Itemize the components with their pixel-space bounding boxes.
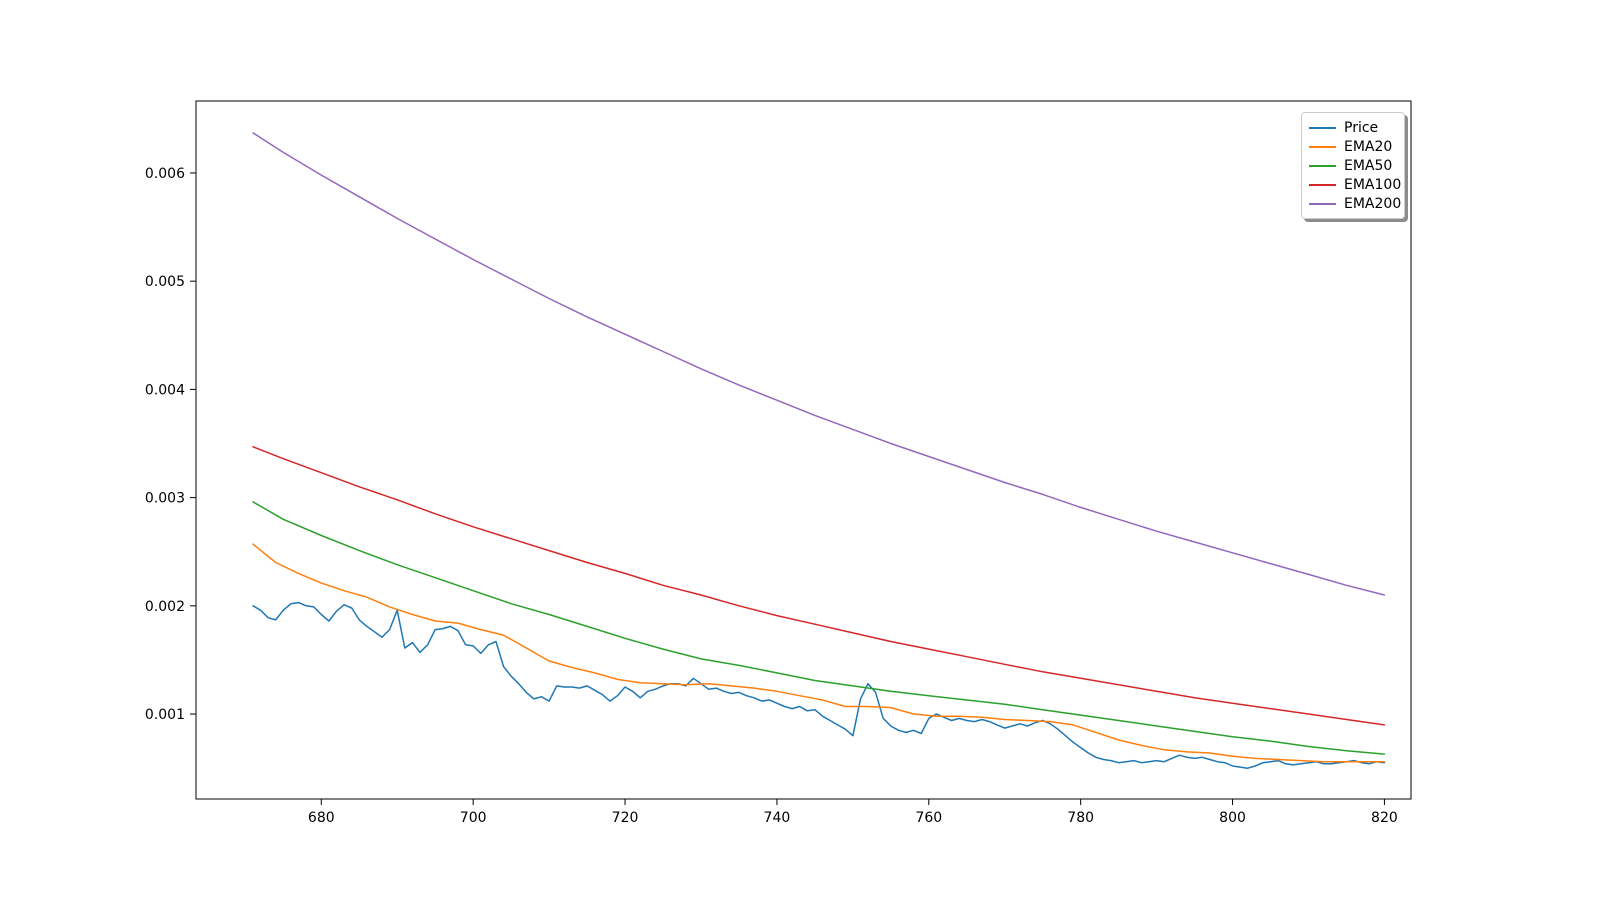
legend-line-swatch [1309,202,1336,205]
legend-label: EMA50 [1344,157,1393,174]
series-line-ema50 [252,501,1386,755]
x-tick-label: 740 [764,810,791,826]
x-tick-label: 760 [915,810,942,826]
legend-line-swatch [1309,145,1336,148]
y-tick-label: 0.002 [145,599,185,615]
y-tick-label: 0.006 [145,166,185,182]
legend-item-ema20: EMA20 [1309,137,1396,156]
legend-item-ema200: EMA200 [1309,194,1401,213]
legend-label: Price [1344,119,1379,136]
x-tick-label: 780 [1067,810,1094,826]
x-tick-label: 800 [1219,810,1246,826]
series-line-price [252,601,1386,769]
legend-item-ema50: EMA50 [1309,156,1396,175]
legend-line-swatch [1309,164,1336,167]
x-tick-label: 680 [308,810,335,826]
legend-line-swatch [1309,183,1336,186]
legend-item-ema100: EMA100 [1309,175,1401,194]
x-tick-label: 720 [612,810,639,826]
legend-box: Price EMA20 EMA50 EMA100 EMA200 [1301,112,1405,219]
legend-label: EMA20 [1344,138,1393,155]
series-line-ema100 [252,446,1386,726]
plot-frame [195,100,1412,800]
x-tick-label: 700 [460,810,487,826]
legend-item-price: Price [1309,118,1396,137]
legend-line-swatch [1309,126,1336,129]
y-tick-label: 0.005 [145,274,185,290]
y-tick-label: 0.001 [145,707,185,723]
x-tick-label: 820 [1371,810,1398,826]
legend-label: EMA100 [1344,176,1402,193]
y-tick-label: 0.004 [145,382,185,398]
series-line-ema200 [252,132,1386,596]
legend-label: EMA200 [1344,195,1402,212]
y-tick-label: 0.003 [145,491,185,507]
series-line-ema20 [252,543,1386,763]
